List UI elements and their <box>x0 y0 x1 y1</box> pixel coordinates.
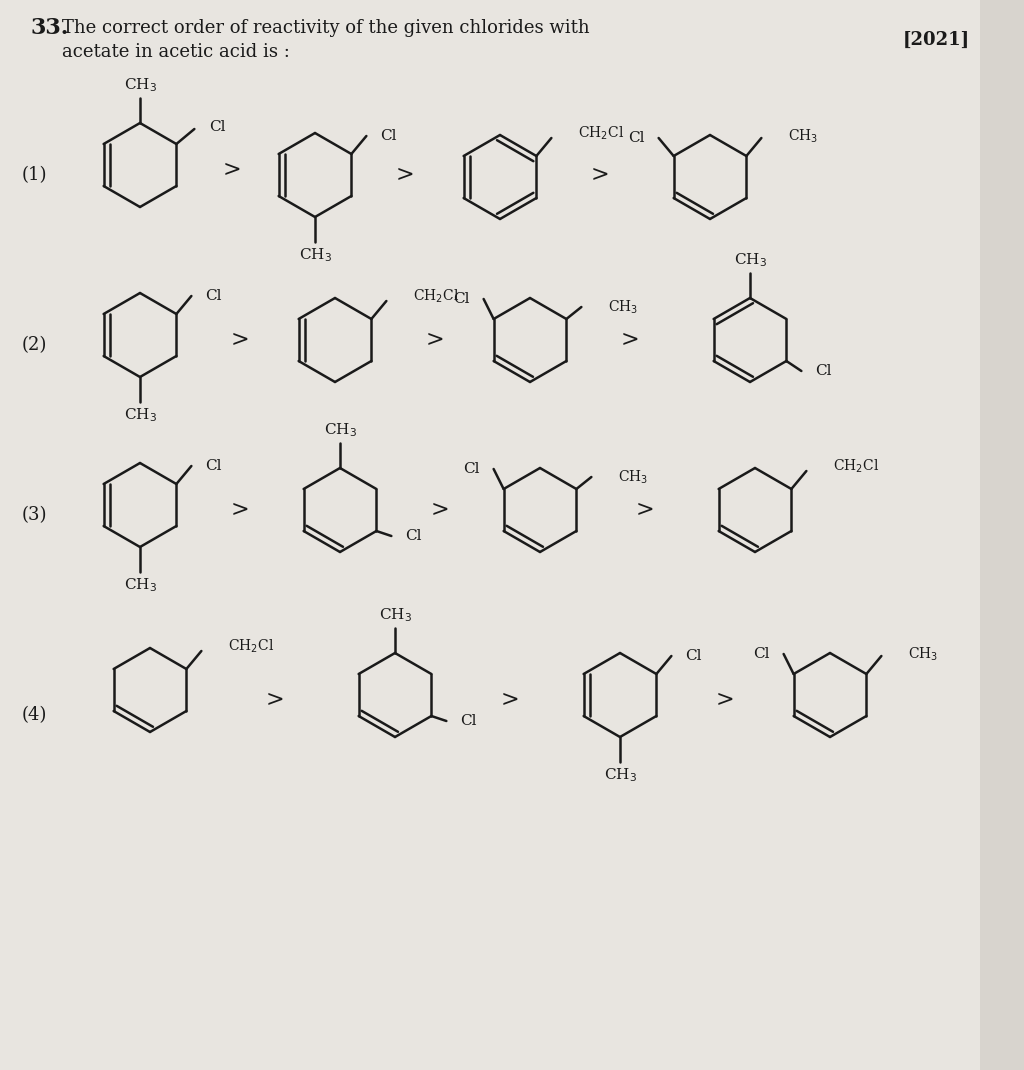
Text: CH$_3$: CH$_3$ <box>603 766 637 784</box>
Text: acetate in acetic acid is :: acetate in acetic acid is : <box>62 43 290 61</box>
Text: CH$_3$: CH$_3$ <box>124 576 157 594</box>
Text: Cl: Cl <box>628 131 645 146</box>
Text: >: > <box>265 689 285 710</box>
Text: CH$_3$: CH$_3$ <box>124 76 157 94</box>
Text: (1): (1) <box>22 166 47 184</box>
Text: (3): (3) <box>22 506 47 524</box>
Text: CH$_3$: CH$_3$ <box>324 422 356 439</box>
Text: Cl: Cl <box>685 649 701 663</box>
Text: >: > <box>716 689 734 710</box>
Text: Cl: Cl <box>454 292 470 306</box>
Text: >: > <box>636 499 654 521</box>
Text: Cl: Cl <box>406 529 422 542</box>
Text: >: > <box>222 159 242 181</box>
Text: 33.: 33. <box>30 17 69 39</box>
Text: Cl: Cl <box>206 289 222 303</box>
Text: Cl: Cl <box>461 714 477 728</box>
Text: CH$_3$: CH$_3$ <box>299 246 332 264</box>
Text: [2021]: [2021] <box>903 31 970 49</box>
Text: CH$_2$Cl: CH$_2$Cl <box>579 124 625 141</box>
Text: (4): (4) <box>22 706 47 724</box>
Text: CH$_3$: CH$_3$ <box>908 645 939 662</box>
Text: (2): (2) <box>22 336 47 354</box>
Text: CH$_3$: CH$_3$ <box>733 251 767 269</box>
Text: CH$_2$Cl: CH$_2$Cl <box>228 638 274 655</box>
Text: Cl: Cl <box>815 364 831 378</box>
Text: Cl: Cl <box>753 647 770 661</box>
Text: >: > <box>431 499 450 521</box>
Text: >: > <box>591 164 609 186</box>
Text: >: > <box>230 328 249 351</box>
Text: CH$_3$: CH$_3$ <box>608 299 639 316</box>
FancyBboxPatch shape <box>0 0 980 1070</box>
Text: The correct order of reactivity of the given chlorides with: The correct order of reactivity of the g… <box>62 19 590 37</box>
Text: >: > <box>395 164 415 186</box>
Text: CH$_3$: CH$_3$ <box>379 606 412 624</box>
Text: CH$_3$: CH$_3$ <box>124 407 157 424</box>
Text: >: > <box>501 689 519 710</box>
Text: CH$_2$Cl: CH$_2$Cl <box>414 288 460 305</box>
Text: >: > <box>426 328 444 351</box>
Text: Cl: Cl <box>380 129 397 143</box>
Text: >: > <box>621 328 639 351</box>
Text: >: > <box>230 499 249 521</box>
Text: CH$_3$: CH$_3$ <box>788 127 818 144</box>
Text: CH$_2$Cl: CH$_2$Cl <box>834 457 880 475</box>
Text: Cl: Cl <box>209 120 226 134</box>
Text: Cl: Cl <box>463 462 479 476</box>
Text: CH$_3$: CH$_3$ <box>618 469 648 486</box>
Text: Cl: Cl <box>206 459 222 473</box>
